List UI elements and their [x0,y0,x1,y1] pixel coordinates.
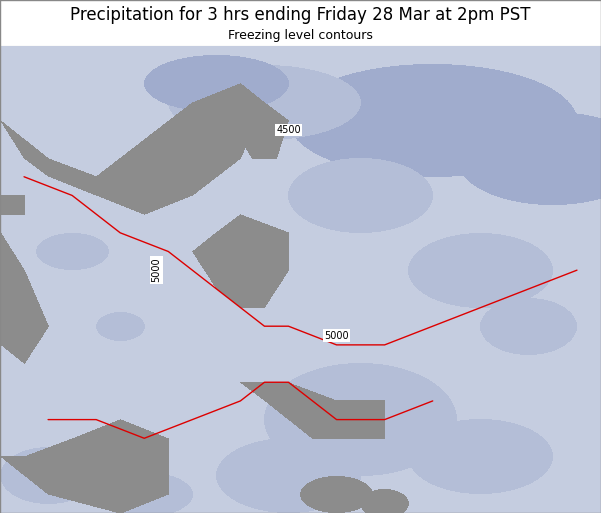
Text: 5000: 5000 [151,258,161,283]
Text: 5000: 5000 [325,330,349,341]
Text: Freezing level contours: Freezing level contours [228,29,373,43]
Text: 4500: 4500 [276,125,300,135]
Text: Precipitation for 3 hrs ending Friday 28 Mar at 2pm PST: Precipitation for 3 hrs ending Friday 28… [70,6,531,24]
